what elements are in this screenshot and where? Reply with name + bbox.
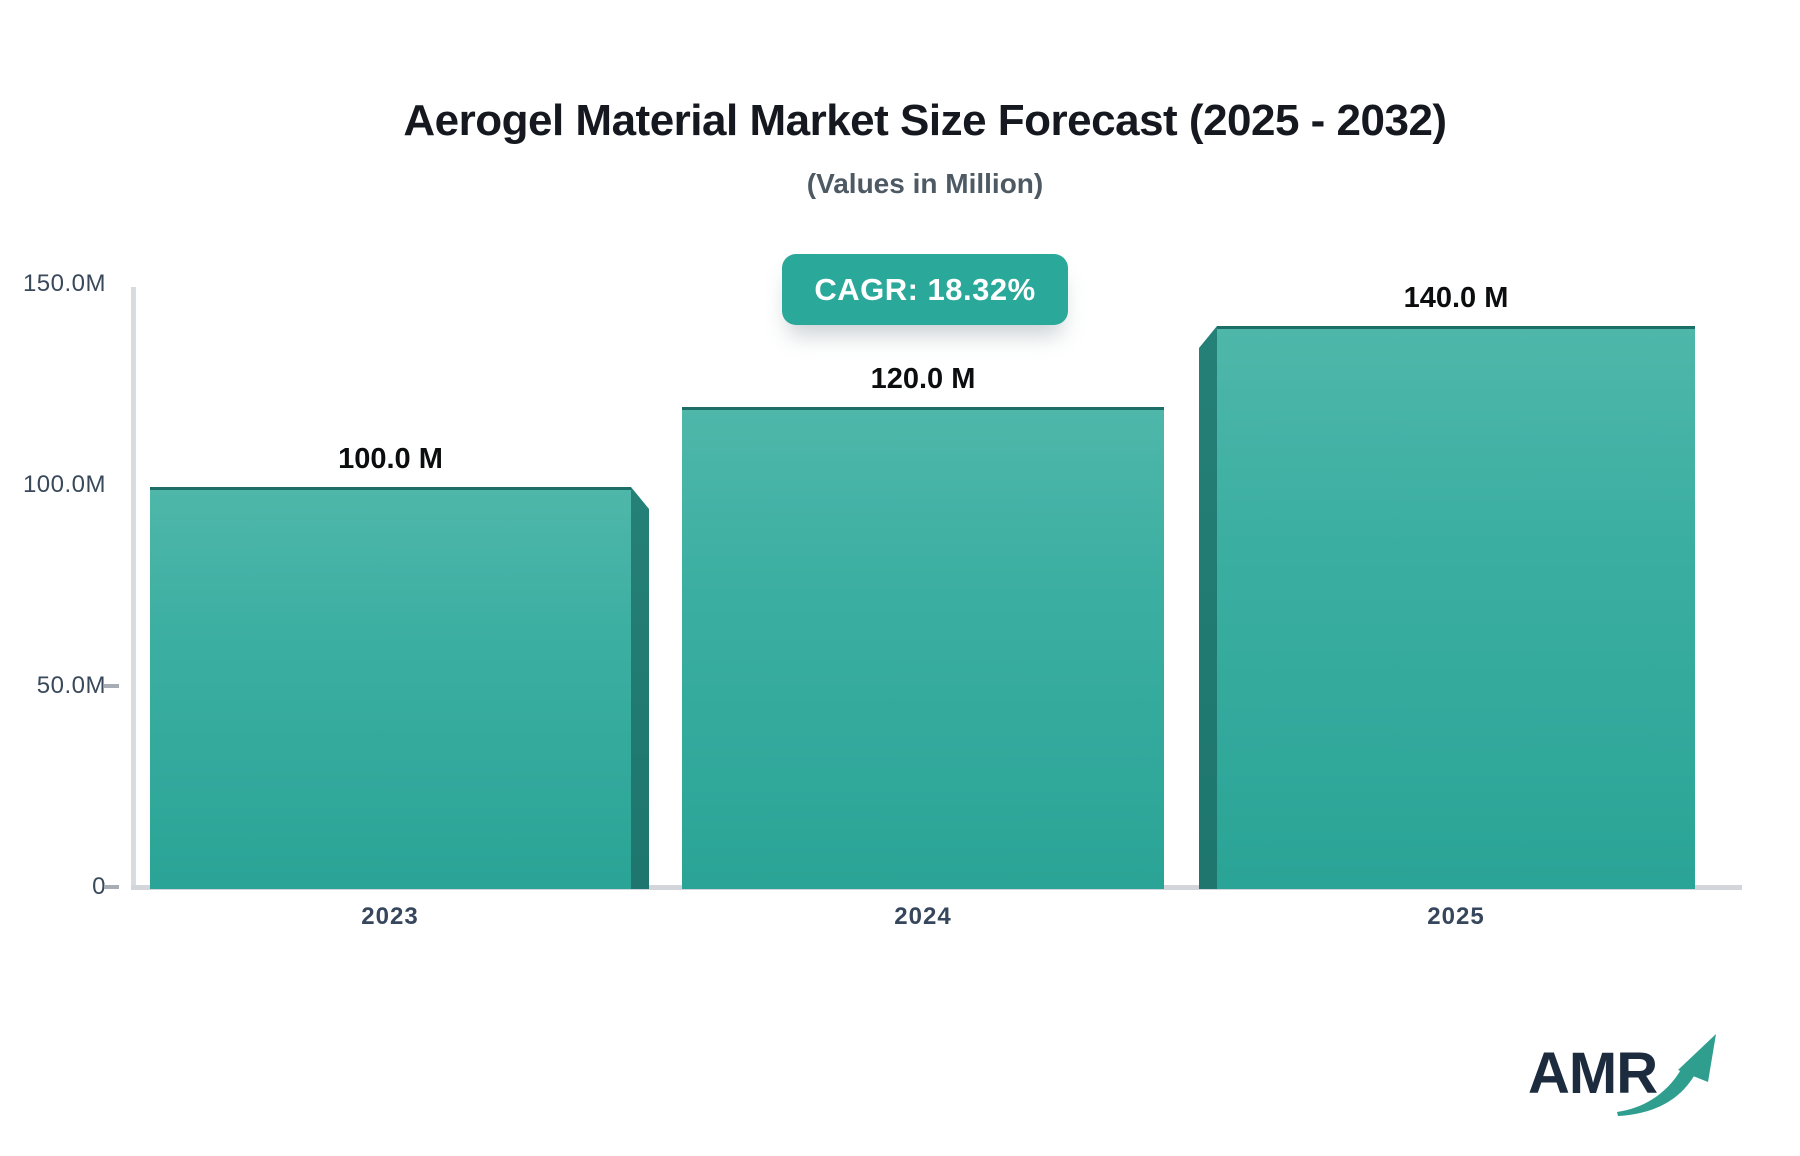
bar-face (150, 487, 631, 889)
bar-face (682, 407, 1164, 889)
bar-face (1217, 326, 1695, 889)
bar-3d-side-face (1199, 326, 1217, 889)
y-tick-label-150: 150.0M (22, 270, 106, 297)
bar-value-label: 140.0 M (1403, 282, 1509, 314)
x-axis-label-2024: 2024 (894, 903, 952, 930)
bar-2023[interactable]: 100.0 M (150, 443, 649, 889)
x-axis-label-2023: 2023 (361, 903, 419, 930)
bar-3d-side-face (631, 487, 649, 889)
chart-subtitle: (Values in Million) (806, 168, 1044, 199)
y-tick-label-100: 100.0M (22, 471, 106, 498)
bar-value-label: 120.0 M (870, 363, 976, 395)
amr-logo: AMR (1528, 1022, 1748, 1132)
growth-arrow-icon (1617, 1034, 1716, 1116)
x-axis-label-2025: 2025 (1427, 903, 1485, 930)
bar-2024[interactable]: 120.0 M (682, 363, 1164, 889)
cagr-badge-label: CAGR: 18.32% (814, 271, 1036, 307)
y-tick-mark-50 (104, 684, 119, 688)
amr-logo-text: AMR (1528, 1041, 1658, 1106)
y-tick-label-50: 50.0M (36, 672, 106, 699)
y-tick-label-0: 0 (92, 873, 106, 900)
y-axis-line (131, 287, 136, 887)
bar-value-label: 100.0 M (338, 443, 443, 475)
y-tick-mark-0 (104, 885, 119, 889)
chart-title: Aerogel Material Market Size Forecast (2… (403, 96, 1447, 145)
cagr-badge: CAGR: 18.32% (782, 254, 1068, 325)
bar-2025[interactable]: 140.0 M (1199, 282, 1695, 889)
